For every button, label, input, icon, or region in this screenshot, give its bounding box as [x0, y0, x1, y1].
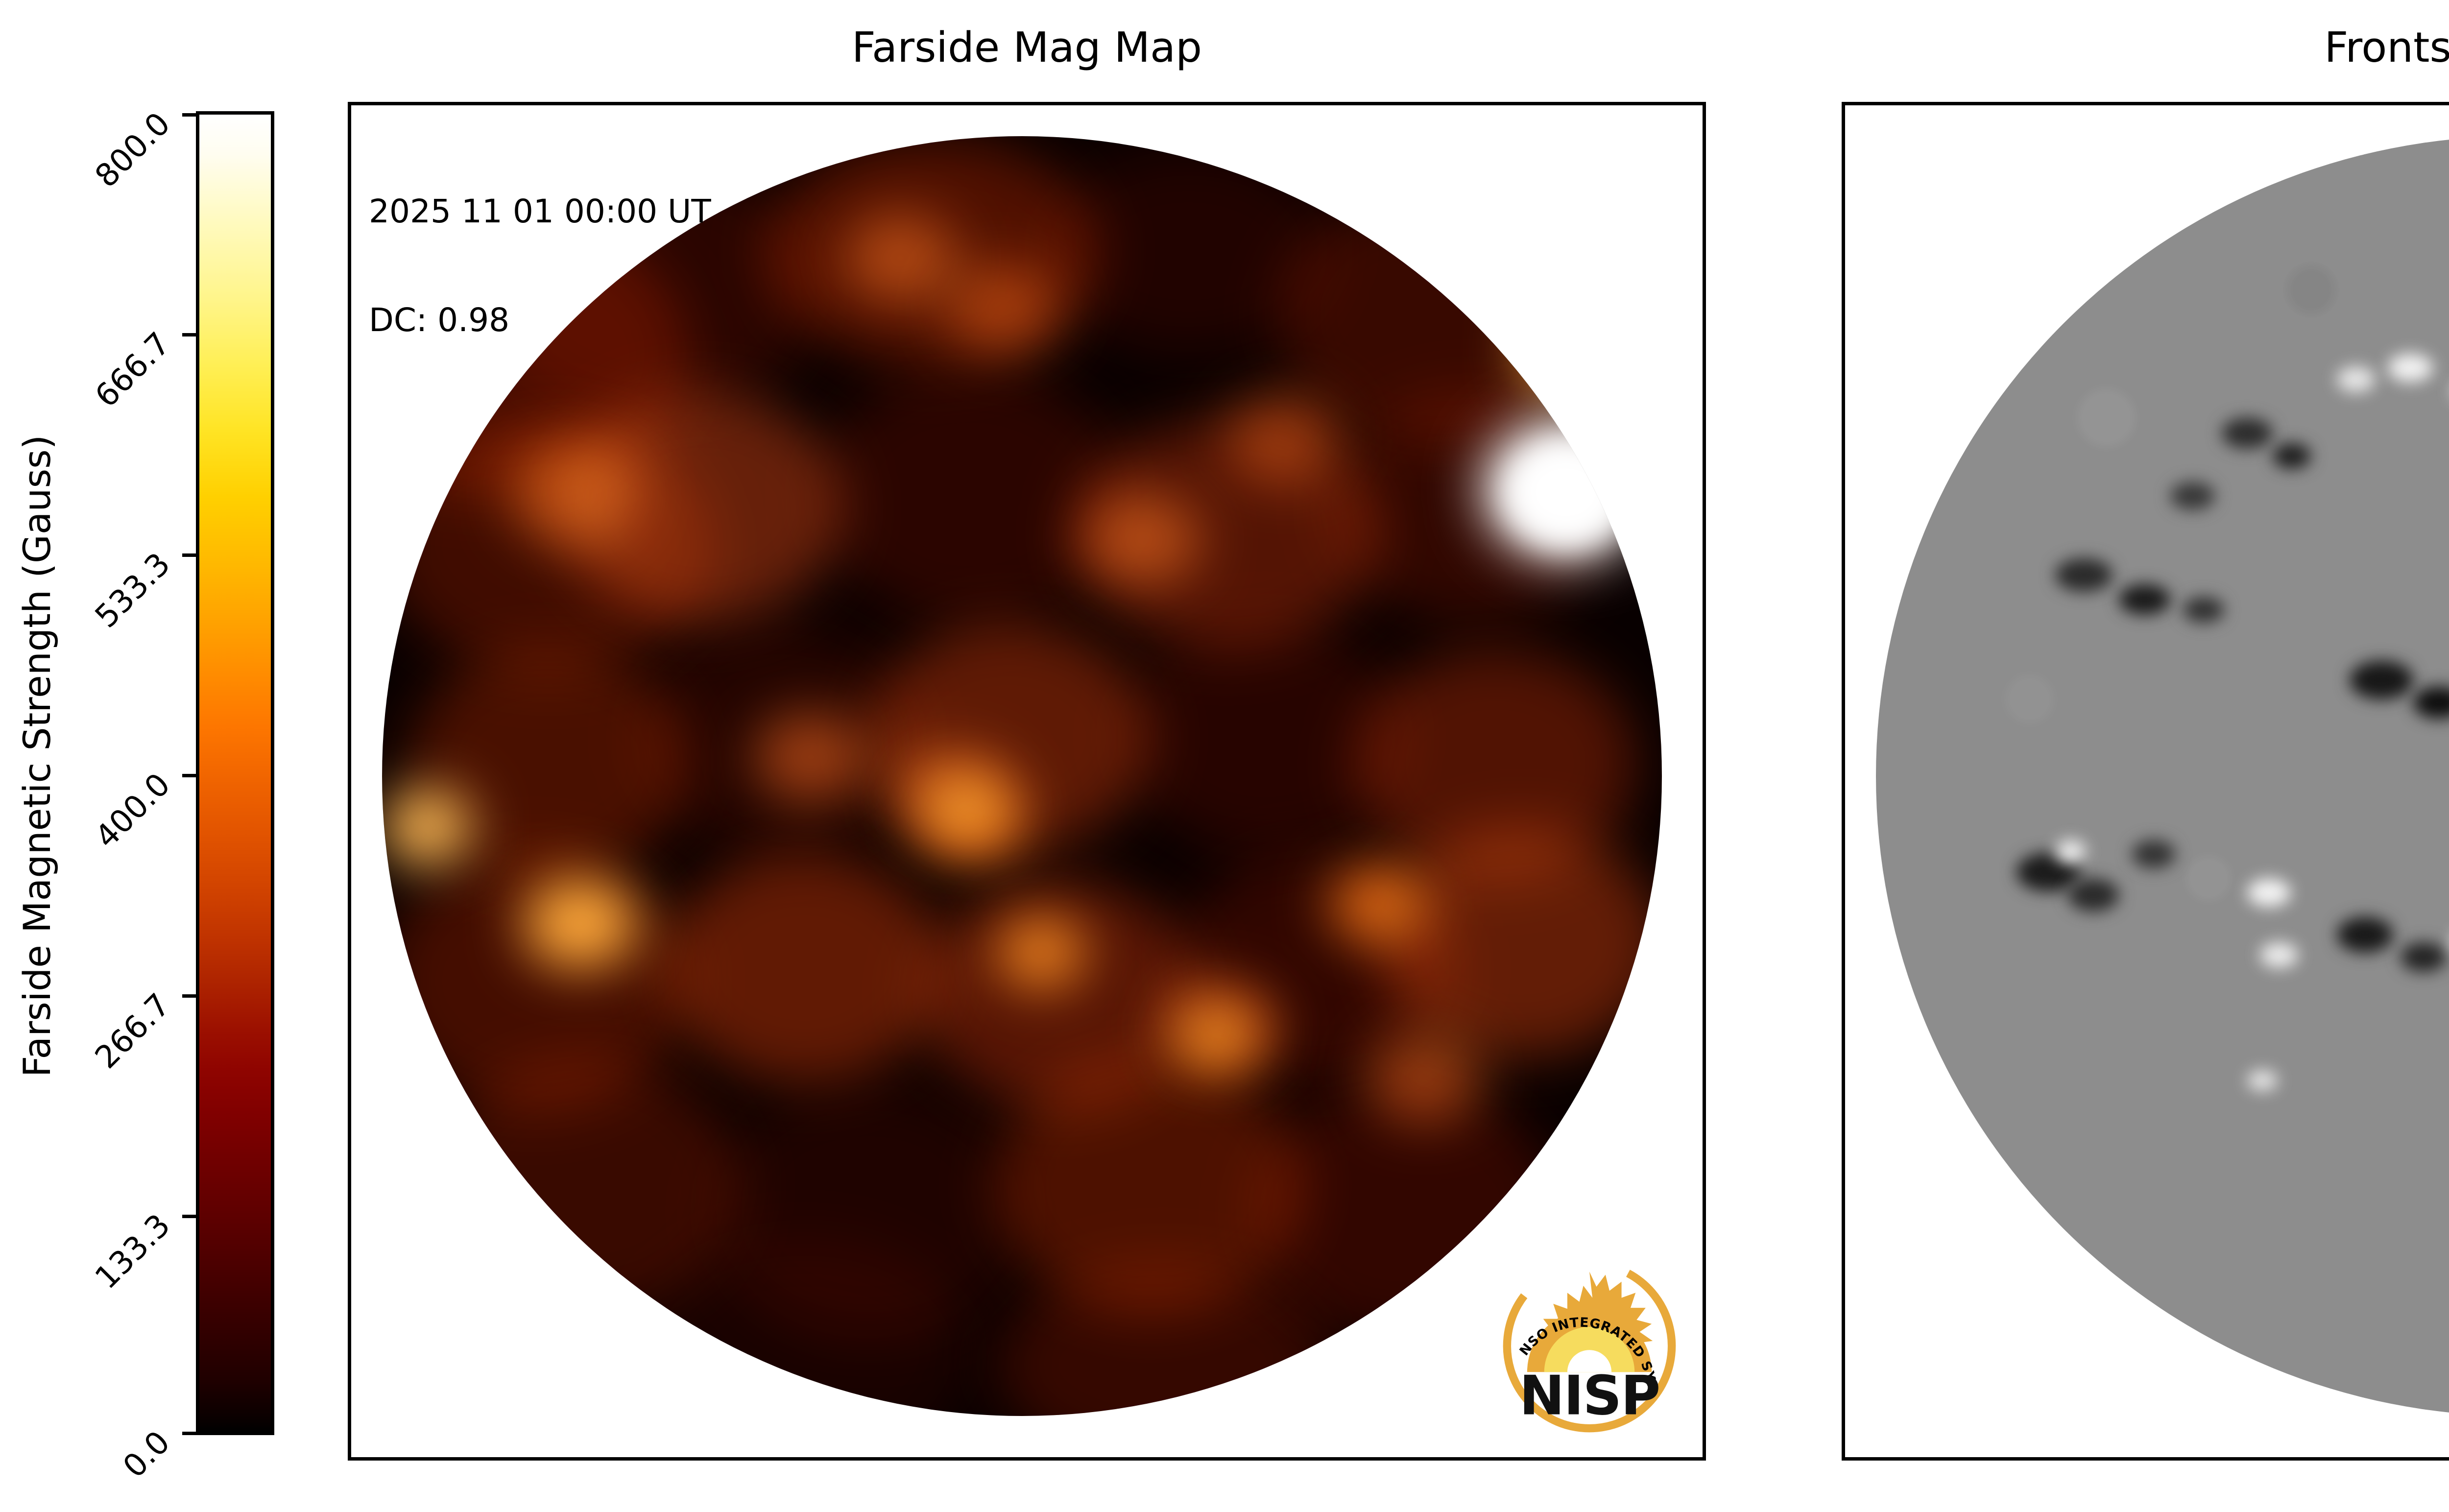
page-title-farside: Farside Mag Map	[851, 23, 1202, 72]
logo-sun	[1527, 1272, 1653, 1372]
frontside-granulation-texture	[1876, 136, 2449, 1416]
colorbar-tick	[182, 994, 196, 998]
colorbar-tick	[182, 333, 196, 336]
frontside-negative-patch	[2170, 481, 2215, 510]
logo-acronym: NISP	[1519, 1364, 1659, 1427]
frontside-negative-patch	[2349, 661, 2414, 699]
frontside-negative-patch	[2132, 840, 2176, 868]
colorbar-tick-label: 666.7	[88, 325, 177, 415]
frontside-negative-patch	[2273, 443, 2311, 469]
page-title-frontside: Frontside Mag Map	[2324, 23, 2449, 72]
colorbar-tick	[182, 553, 196, 557]
frontside-positive-patch	[2247, 878, 2291, 907]
farside-map-panel: 2025 11 01 00:00 UT DC: 0.98	[348, 102, 1706, 1461]
annotation-date: 2025 11 01 00:00 UT	[369, 192, 711, 230]
frontside-positive-patch	[2336, 366, 2376, 392]
frontside-positive-patch	[2247, 1070, 2278, 1091]
frontside-solar-disk	[1876, 136, 2449, 1416]
colorbar-tick-label: 400.0	[88, 766, 177, 856]
colorbar-tick	[182, 113, 196, 117]
frontside-negative-patch	[2055, 558, 2113, 592]
colorbar-tick	[182, 774, 196, 777]
frontside-negative-patch	[2221, 417, 2273, 449]
frontside-map-panel: NSO INTEGRATED SYNOPTIC PROGRAM NISP	[1842, 102, 2449, 1461]
colorbar-tick-label: 266.7	[88, 986, 177, 1076]
frontside-negative-patch	[2119, 584, 2170, 615]
colorbar-tick-label: 133.3	[88, 1207, 177, 1296]
farside-limb-darkening	[382, 136, 1662, 1416]
frontside-negative-patch	[2401, 942, 2447, 972]
farside-annotation: 2025 11 01 00:00 UT DC: 0.98	[369, 121, 711, 410]
colorbar-axis-label: Farside Magnetic Strength (Gauss)	[15, 434, 59, 1078]
frontside-positive-patch	[2259, 942, 2299, 968]
colorbar-tick-label: 0.0	[116, 1424, 177, 1485]
frontside-positive-patch	[2055, 840, 2086, 864]
frontside-negative-patch	[2336, 916, 2393, 953]
nisp-logo: NSO INTEGRATED SYNOPTIC PROGRAM NISP	[1489, 1246, 1676, 1433]
frontside-negative-patch	[2183, 597, 2224, 623]
logo-ring	[1503, 1259, 1676, 1433]
colorbar-tick	[182, 1432, 196, 1435]
farside-active-region	[1521, 302, 1624, 392]
colorbar-tick	[182, 1215, 196, 1218]
colorbar-gradient	[196, 111, 274, 1435]
annotation-duty-cycle: DC: 0.98	[369, 301, 510, 339]
colorbar: 800.0 666.7 533.3 400.0 266.7 133.3 0.0	[88, 105, 274, 1485]
frontside-positive-patch	[2388, 354, 2433, 382]
colorbar-tick-label: 800.0	[88, 105, 177, 195]
frontside-negative-patch	[2413, 686, 2449, 719]
farside-solar-disk	[382, 136, 1662, 1416]
frontside-negative-patch	[2067, 878, 2119, 912]
colorbar-tick-label: 533.3	[88, 546, 177, 635]
